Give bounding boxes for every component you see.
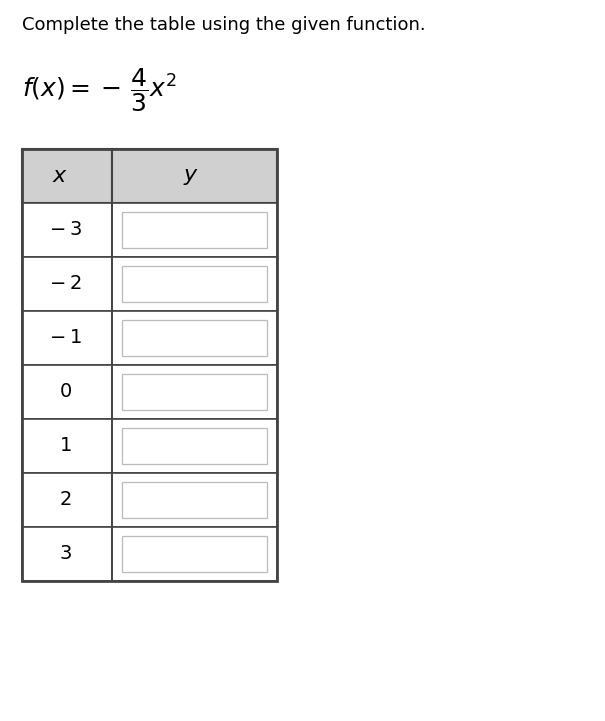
Bar [122,482,267,518]
Bar [112,203,277,257]
Bar [112,149,277,203]
Text: $2$: $2$ [59,491,71,509]
Bar [122,266,267,302]
Bar [22,311,112,365]
Bar [22,149,277,581]
Text: $− 3$: $− 3$ [48,221,82,239]
Text: $1$: $1$ [59,437,71,455]
Bar [22,365,112,419]
Bar [122,428,267,464]
Bar [112,527,277,581]
Bar [112,257,277,311]
Bar [22,149,112,203]
Bar [22,257,112,311]
Text: $x$: $x$ [52,165,68,187]
Text: $− 1$: $− 1$ [49,329,82,347]
Bar [122,320,267,356]
Bar [22,473,112,527]
Text: $− 2$: $− 2$ [49,275,82,293]
Bar [112,473,277,527]
Bar [122,374,267,410]
Bar [22,203,112,257]
Bar [22,527,112,581]
Text: Complete the table using the given function.: Complete the table using the given funct… [22,16,426,34]
Bar [122,212,267,248]
Bar [112,419,277,473]
Text: $f(x) = -\,\dfrac{4}{3}x^2$: $f(x) = -\,\dfrac{4}{3}x^2$ [22,66,177,114]
Text: $3$: $3$ [59,545,71,563]
Text: $y$: $y$ [183,165,199,187]
Bar [122,536,267,572]
Bar [112,311,277,365]
Text: $0$: $0$ [59,383,71,401]
Bar [22,419,112,473]
Bar [112,365,277,419]
